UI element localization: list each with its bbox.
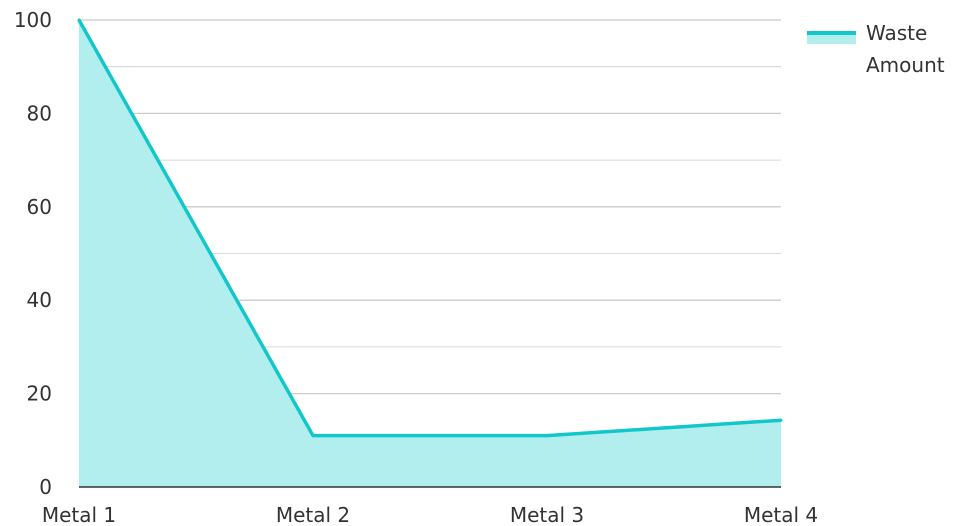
x-axis-ticks: Metal 1 Metal 2 Metal 3 Metal 4 [42,503,818,526]
x-tick-label: Metal 4 [744,503,818,526]
y-tick-label: 20 [27,382,52,406]
legend-label-line-2: Amount [866,53,945,77]
x-tick-label: Metal 3 [510,503,584,526]
y-tick-label: 80 [27,101,52,125]
x-tick-label: Metal 1 [42,503,116,526]
area-fill [79,20,781,487]
legend-swatch [807,33,856,44]
data-point [779,418,783,422]
legend: Waste Amount [807,21,945,77]
y-tick-label: 0 [39,475,52,499]
data-point [311,434,315,438]
y-axis-ticks: 0 20 40 60 80 100 [14,8,52,499]
legend-label-line-1: Waste [866,21,927,45]
y-tick-label: 60 [27,195,52,219]
data-point [77,18,81,22]
series-line [77,19,782,438]
data-point [545,434,549,438]
x-tick-label: Metal 2 [276,503,350,526]
y-tick-label: 100 [14,8,52,32]
y-tick-label: 40 [27,288,52,312]
